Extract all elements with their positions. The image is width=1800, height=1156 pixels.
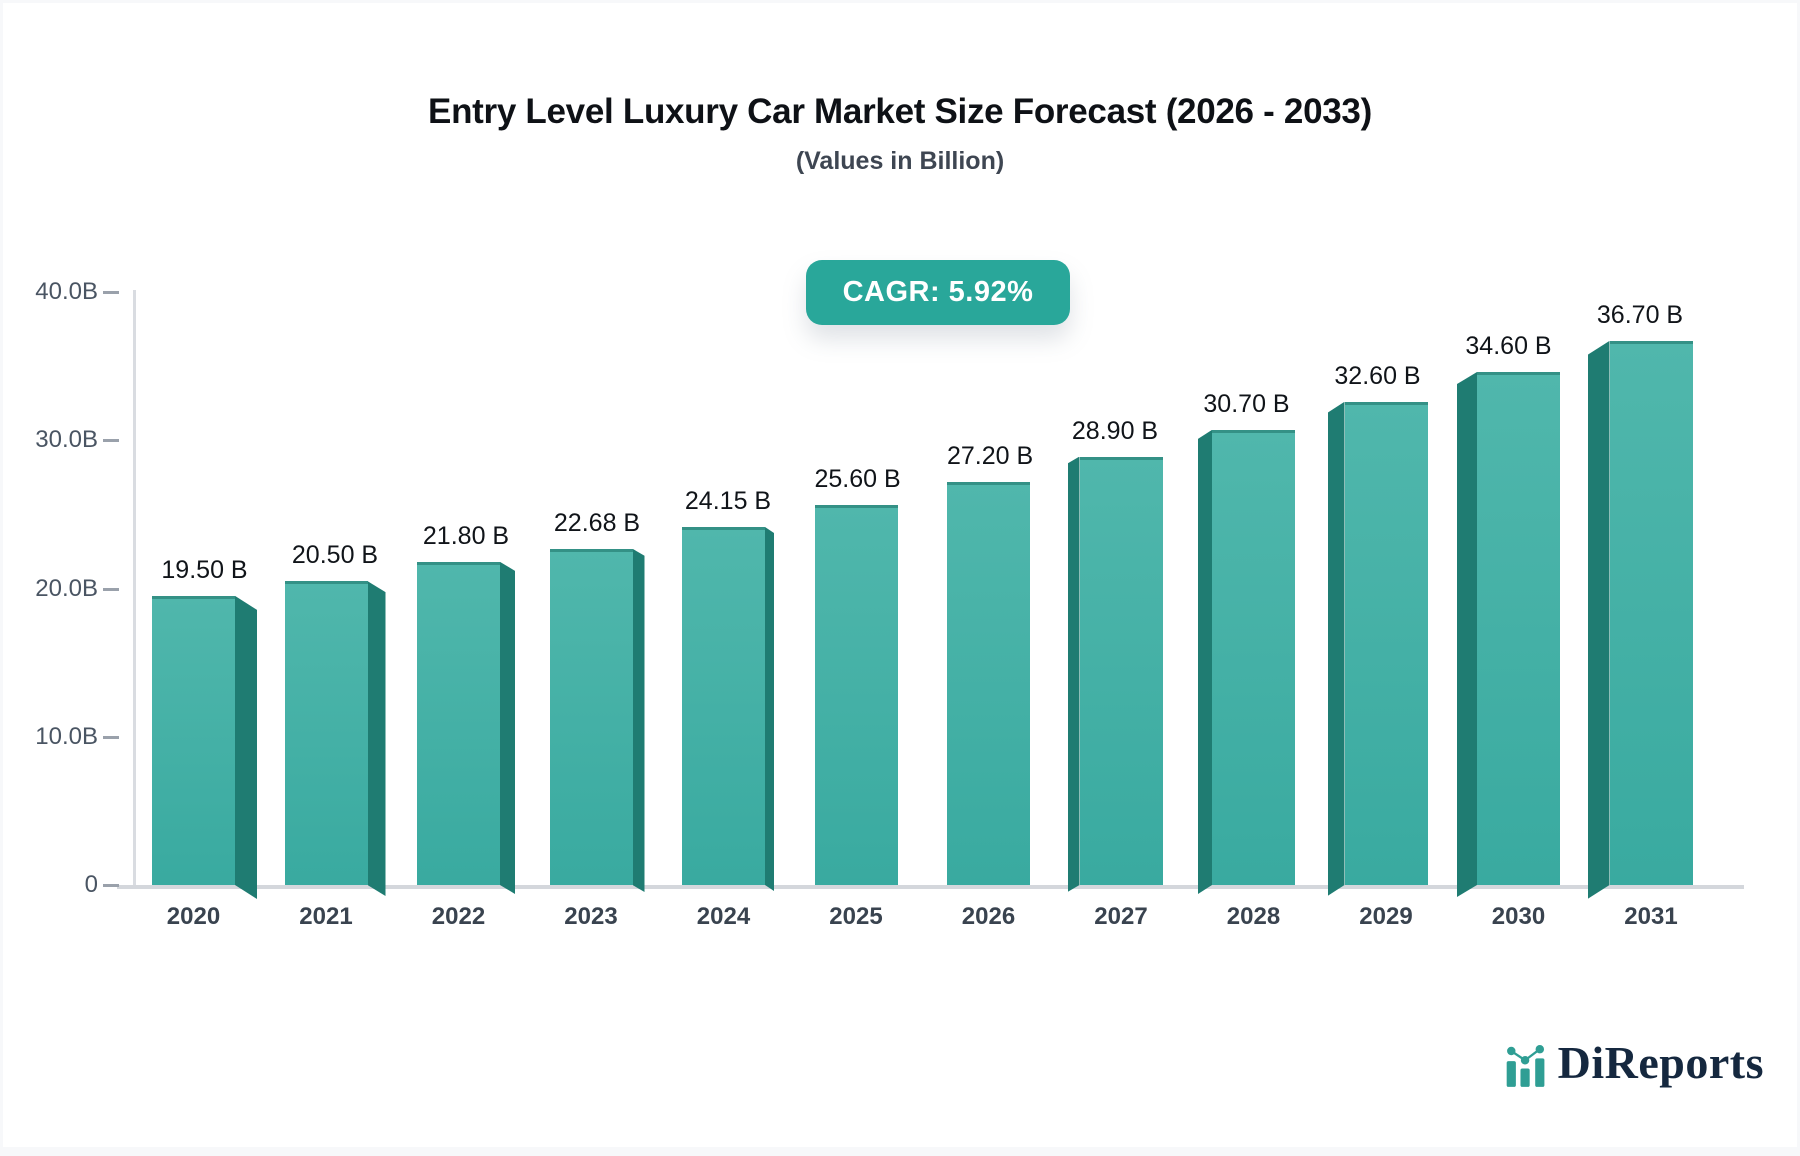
bar-3d-side <box>368 581 386 896</box>
bar-value-label: 25.60 B <box>814 465 901 494</box>
bar-value-label: 27.20 B <box>947 441 1034 470</box>
x-tick-label: 2021 <box>299 903 353 930</box>
y-axis-line <box>133 290 136 888</box>
bar-value-label: 21.80 B <box>422 521 510 550</box>
bar[interactable] <box>682 526 765 885</box>
bar-3d-side <box>235 596 257 899</box>
bar-3d-side <box>1068 457 1080 892</box>
bar[interactable] <box>1212 429 1295 885</box>
bar[interactable] <box>549 548 633 885</box>
chart-subtitle: (Values in Billion) <box>795 147 1005 175</box>
y-tick-label: 40.0B <box>35 278 98 305</box>
x-tick-label: 2029 <box>1359 903 1413 930</box>
y-tick-mark <box>103 439 119 443</box>
y-tick-label: 10.0B <box>35 722 98 750</box>
x-tick-label: 2028 <box>1226 903 1281 930</box>
x-tick-label: 2024 <box>696 903 751 930</box>
x-tick-label: 2022 <box>431 903 486 930</box>
x-tick-label: 2026 <box>961 903 1016 930</box>
bar[interactable] <box>1344 401 1428 885</box>
bar[interactable] <box>1477 372 1560 885</box>
brand-watermark: DiReports <box>1503 1034 1764 1088</box>
bar[interactable] <box>947 481 1030 885</box>
y-tick-mark <box>103 587 119 591</box>
x-tick-label: 2031 <box>1624 903 1678 930</box>
bar-3d-side <box>1457 372 1477 897</box>
bar-value-label: 19.50 B <box>161 555 248 584</box>
x-tick-label: 2020 <box>166 903 221 930</box>
bar-value-label: 36.70 B <box>1596 300 1684 329</box>
bar-3d-side <box>765 527 774 891</box>
bar-value-label: 20.50 B <box>291 541 379 570</box>
x-tick-label: 2030 <box>1491 903 1546 930</box>
y-tick-label: 30.0B <box>35 426 98 454</box>
bar-3d-side <box>1588 341 1610 899</box>
bar-value-label: 34.60 B <box>1465 332 1552 361</box>
x-tick-label: 2023 <box>564 903 618 930</box>
y-tick-label: 0 <box>84 871 98 898</box>
bar[interactable] <box>152 595 235 885</box>
cagr-badge: CAGR: 5.92% <box>806 260 1070 325</box>
bar-value-label: 30.70 B <box>1203 389 1290 418</box>
bar-value-label: 32.60 B <box>1334 361 1421 390</box>
bar-3d-side <box>633 549 645 892</box>
bar-value-label: 22.68 B <box>553 508 641 537</box>
bar-3d-side <box>1198 430 1212 894</box>
y-tick-mark <box>103 291 119 294</box>
x-axis-baseline <box>117 885 1744 889</box>
mini-bar-line-chart-icon <box>1506 1044 1545 1087</box>
bar-value-label: 28.90 B <box>1071 416 1159 445</box>
bar[interactable] <box>1609 340 1693 885</box>
chart-title: Entry Level Luxury Car Market Size Forec… <box>428 92 1372 131</box>
bar-3d-side <box>500 562 515 894</box>
y-tick-mark <box>103 884 119 887</box>
x-tick-label: 2025 <box>829 903 883 930</box>
bar-value-label: 24.15 B <box>684 486 772 515</box>
bar[interactable] <box>814 505 898 885</box>
bar[interactable] <box>284 581 368 885</box>
y-tick-label: 20.0B <box>35 574 98 602</box>
bar-3d-side <box>1328 402 1345 896</box>
bar[interactable] <box>1079 456 1163 885</box>
x-tick-label: 2027 <box>1094 903 1148 930</box>
brand-name: DiReports <box>1557 1037 1764 1088</box>
bar[interactable] <box>417 561 500 885</box>
y-tick-mark <box>103 735 119 739</box>
